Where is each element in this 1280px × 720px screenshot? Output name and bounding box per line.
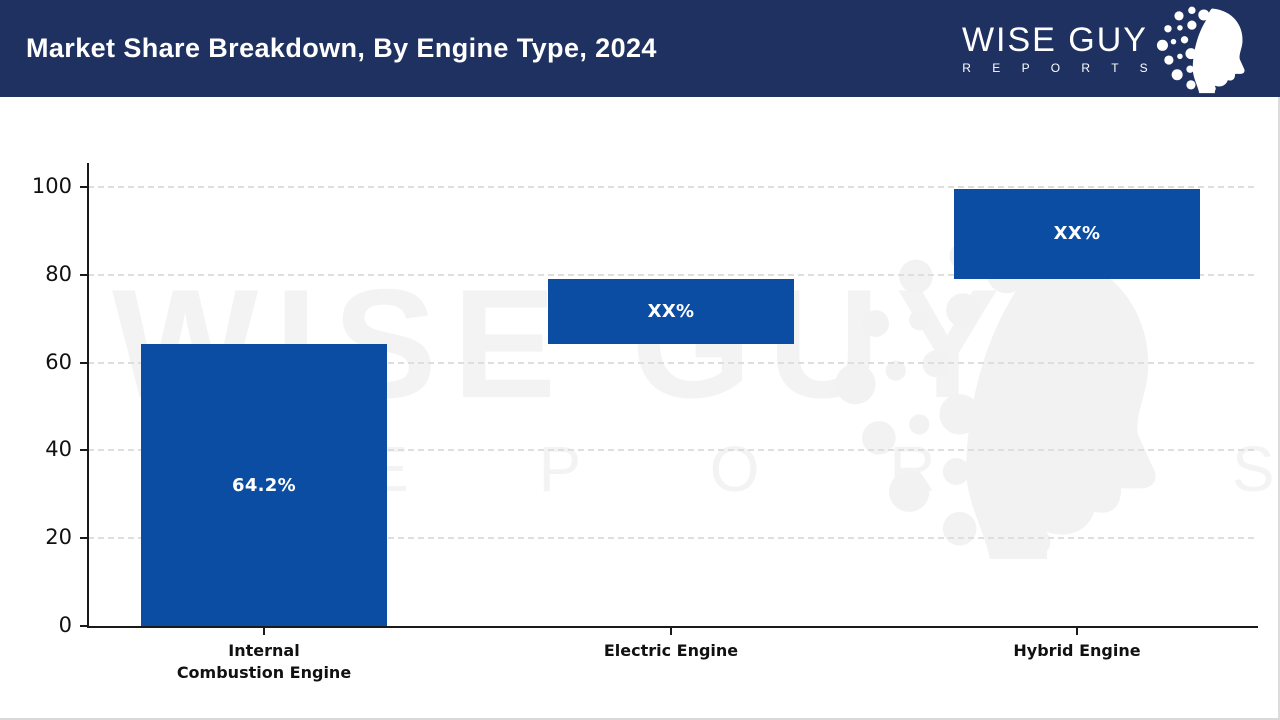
wise-guy-logo: WISE GUY R E P O R T S <box>962 3 1254 95</box>
y-tick-mark <box>80 273 88 276</box>
y-tick-mark <box>80 537 88 540</box>
x-tick-mark <box>263 628 265 635</box>
gridline <box>88 537 1258 540</box>
logo-subtitle: R E P O R T S <box>962 61 1157 75</box>
bar-value-label: XX% <box>647 300 695 322</box>
bar-2: XX% <box>548 278 794 345</box>
gridline <box>88 361 1258 364</box>
y-tick-mark <box>80 625 88 627</box>
x-tick-mark <box>670 628 672 635</box>
y-tick-label: 20 <box>45 525 72 550</box>
y-tick-mark <box>80 361 88 364</box>
bar-value-label: XX% <box>1053 223 1101 245</box>
x-tick-mark <box>1076 628 1078 635</box>
watermark-dotted-face-icon <box>835 242 1156 559</box>
bar-1: 64.2% <box>141 344 387 626</box>
y-tick-label: 60 <box>45 349 72 374</box>
x-axis-line <box>87 626 1258 628</box>
waterfall-chart: 0 20 40 60 80 100 64.2% Internal Combustion Eng… <box>0 97 1280 718</box>
y-axis-line <box>87 163 89 628</box>
y-tick-label: 0 <box>58 613 72 637</box>
gridline <box>88 186 1258 188</box>
page-title: Market Share Breakdown, By Engine Type, … <box>26 33 657 63</box>
y-tick-mark <box>80 449 88 452</box>
logo-name: WISE GUY <box>961 21 1148 59</box>
header-bar: Market Share Breakdown, By Engine Type, … <box>0 0 1280 97</box>
x-category-label: Hybrid Engine <box>1013 641 1141 660</box>
gridline <box>88 273 1258 276</box>
y-tick-label: 100 <box>31 174 72 198</box>
x-category-label: Electric Engine <box>603 641 739 660</box>
dotted-face-icon <box>1156 6 1245 93</box>
x-category-label: Internal Combustion Engine <box>176 641 352 682</box>
y-tick-label: 40 <box>45 437 72 462</box>
y-tick-label: 80 <box>45 261 72 286</box>
gridline <box>88 449 1258 452</box>
bar-3: XX% <box>954 188 1200 279</box>
y-tick-mark <box>80 186 88 188</box>
bar-value-label: 64.2% <box>232 474 296 496</box>
